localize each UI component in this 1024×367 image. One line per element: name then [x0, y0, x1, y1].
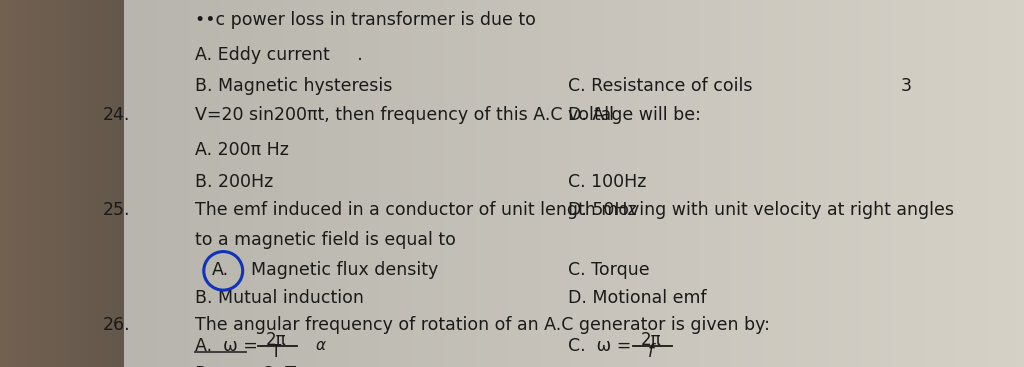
Text: A.  ω =: A. ω =: [195, 337, 257, 355]
Text: 24.: 24.: [102, 106, 130, 124]
Text: Magnetic flux density: Magnetic flux density: [251, 261, 438, 279]
Text: A. 200π Hz: A. 200π Hz: [195, 141, 289, 159]
Text: C. Resistance of coils: C. Resistance of coils: [568, 77, 753, 95]
Text: B. Mutual induction: B. Mutual induction: [195, 289, 364, 307]
Text: C. 100Hz: C. 100Hz: [568, 173, 647, 191]
Text: B. Magnetic hysteresis: B. Magnetic hysteresis: [195, 77, 392, 95]
Text: D. All: D. All: [568, 106, 614, 124]
Text: B.  ω = 2πT: B. ω = 2πT: [195, 365, 296, 367]
Text: 26.: 26.: [102, 316, 130, 334]
Text: T: T: [271, 342, 282, 361]
Text: The emf induced in a conductor of unit length moving with unit velocity at right: The emf induced in a conductor of unit l…: [195, 201, 953, 219]
Text: ••c power loss in transformer is due to: ••c power loss in transformer is due to: [195, 11, 536, 29]
Text: α: α: [315, 338, 326, 353]
Text: B. 200Hz: B. 200Hz: [195, 173, 272, 191]
Text: V=20 sin200πt, then frequency of this A.C voltage will be:: V=20 sin200πt, then frequency of this A.…: [195, 106, 700, 124]
Text: f: f: [648, 342, 654, 361]
Text: The angular frequency of rotation of an A.C generator is given by:: The angular frequency of rotation of an …: [195, 316, 769, 334]
Text: D. Motional emf: D. Motional emf: [568, 289, 707, 307]
Text: to a magnetic field is equal to: to a magnetic field is equal to: [195, 231, 456, 249]
Text: 25.: 25.: [102, 201, 130, 219]
Text: D. 50Hz: D. 50Hz: [568, 201, 637, 219]
Text: A. Eddy current     .: A. Eddy current .: [195, 46, 362, 64]
Text: 2π: 2π: [641, 331, 662, 349]
Text: C. Torque: C. Torque: [568, 261, 650, 279]
Text: 2π: 2π: [266, 331, 287, 349]
Text: A.: A.: [212, 261, 229, 279]
Text: C.  ω =: C. ω =: [568, 337, 632, 355]
Text: 3: 3: [901, 77, 912, 95]
